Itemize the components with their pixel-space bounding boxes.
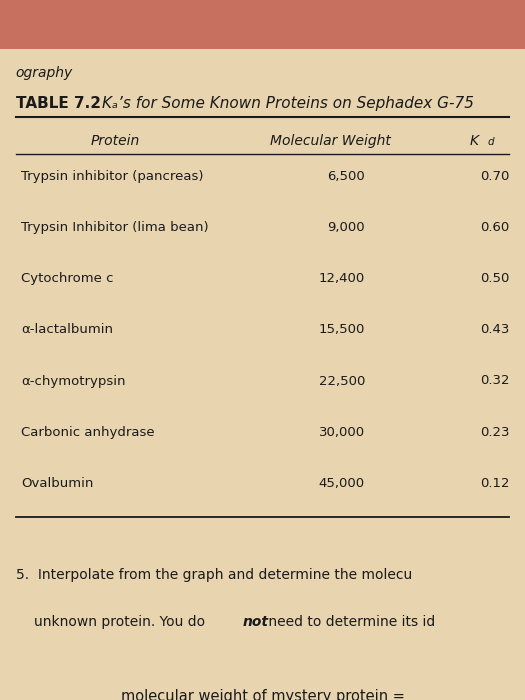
Text: α-chymotrypsin: α-chymotrypsin	[21, 374, 125, 388]
Text: unknown protein. You do: unknown protein. You do	[34, 615, 209, 629]
Text: 5.  Interpolate from the graph and determine the molecu: 5. Interpolate from the graph and determ…	[16, 568, 412, 582]
FancyBboxPatch shape	[0, 0, 525, 49]
Text: Trypsin Inhibitor (lima bean): Trypsin Inhibitor (lima bean)	[21, 221, 208, 234]
Text: 6,500: 6,500	[327, 170, 365, 183]
Text: Cytochrome c: Cytochrome c	[21, 272, 113, 286]
Text: Protein: Protein	[91, 134, 140, 148]
Text: 0.23: 0.23	[480, 426, 509, 439]
Text: need to determine its id: need to determine its id	[264, 615, 435, 629]
Text: d: d	[487, 137, 494, 147]
Text: 22,500: 22,500	[319, 374, 365, 388]
Text: 45,000: 45,000	[319, 477, 365, 490]
Text: Trypsin inhibitor (pancreas): Trypsin inhibitor (pancreas)	[21, 170, 204, 183]
Text: TABLE 7.2: TABLE 7.2	[16, 96, 101, 111]
Text: 0.70: 0.70	[480, 170, 509, 183]
Text: Molecular Weight: Molecular Weight	[270, 134, 391, 148]
Text: ography: ography	[16, 66, 73, 80]
Text: 15,500: 15,500	[319, 323, 365, 337]
Text: α-lactalbumin: α-lactalbumin	[21, 323, 113, 337]
Text: 12,400: 12,400	[319, 272, 365, 286]
Text: 0.50: 0.50	[480, 272, 509, 286]
Text: 0.43: 0.43	[480, 323, 509, 337]
Text: 0.32: 0.32	[480, 374, 509, 388]
Text: 30,000: 30,000	[319, 426, 365, 439]
Text: K: K	[470, 134, 479, 148]
Text: 9,000: 9,000	[327, 221, 365, 234]
Text: 0.12: 0.12	[480, 477, 509, 490]
Text: not: not	[243, 615, 269, 629]
Text: Ovalbumin: Ovalbumin	[21, 477, 93, 490]
Text: 0.60: 0.60	[480, 221, 509, 234]
Text: Kₐ’s for Some Known Proteins on Sephadex G-75: Kₐ’s for Some Known Proteins on Sephadex…	[102, 96, 475, 111]
Text: Carbonic anhydrase: Carbonic anhydrase	[21, 426, 155, 439]
Text: molecular weight of mystery protein =: molecular weight of mystery protein =	[121, 689, 404, 700]
